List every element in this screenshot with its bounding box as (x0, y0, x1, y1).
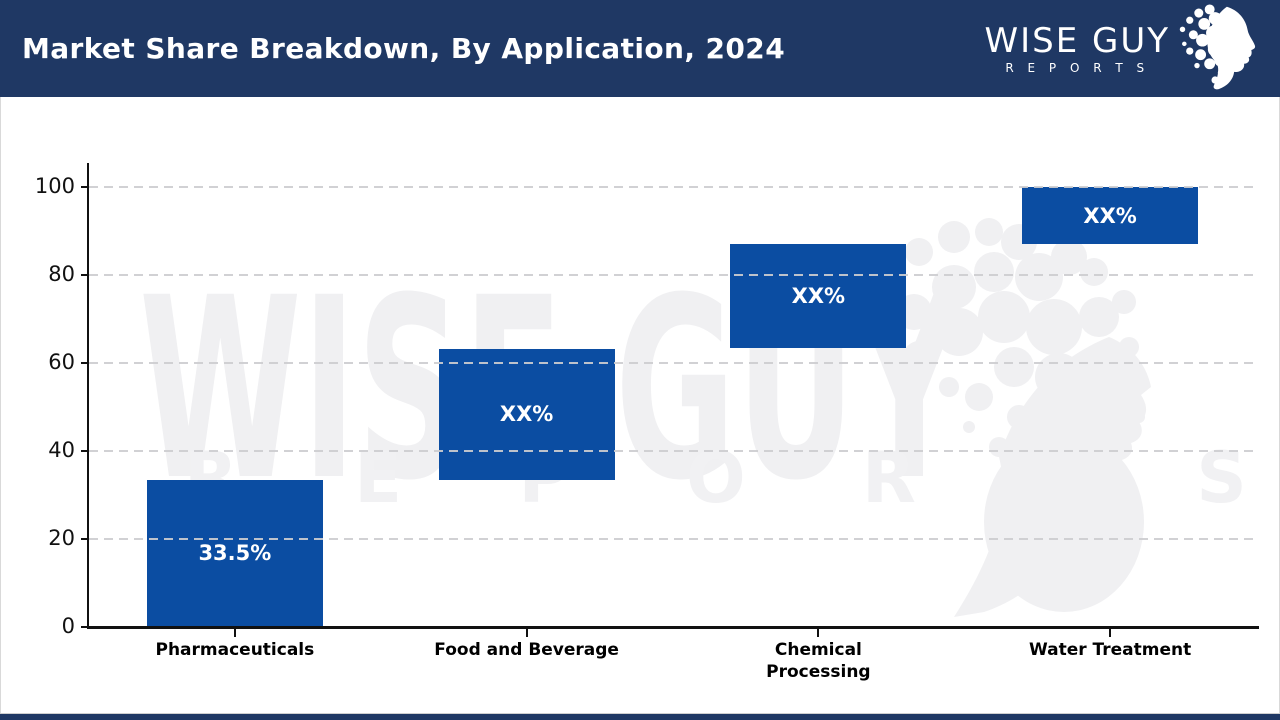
y-tick-label-0: 0 (61, 614, 75, 638)
watermark-head-icon (859, 217, 1179, 621)
x-tick-label-1: Food and Beverage (434, 640, 619, 660)
x-tick-2 (817, 629, 820, 637)
footer-hairline (0, 713, 1280, 714)
x-tick-label-2: Chemical Processing (766, 640, 871, 683)
bar-value-label: XX% (791, 284, 846, 309)
y-tick-20 (81, 538, 89, 540)
brand-logo-text: WISE GUY R E P O R T S (984, 24, 1170, 74)
x-tick-0 (233, 629, 236, 637)
x-tick-label-3: Water Treatment (1028, 640, 1192, 660)
gridline-y-80 (89, 274, 1256, 276)
y-tick-label-40: 40 (48, 438, 75, 462)
y-tick-label-80: 80 (48, 262, 75, 286)
gridline-y-20 (89, 538, 1256, 540)
bar-chemical-processing (730, 244, 907, 349)
y-axis-line (87, 163, 89, 629)
gridline-y-100 (89, 186, 1256, 188)
y-tick-label-20: 20 (48, 526, 75, 550)
gridline-y-60 (89, 362, 1256, 364)
bar-value-label: XX% (499, 402, 554, 427)
y-tick-100 (81, 186, 89, 188)
bar-value-label: 33.5% (198, 541, 272, 566)
y-tick-80 (81, 274, 89, 276)
y-tick-label-100: 100 (34, 174, 75, 198)
brand-subtitle: R E P O R T S (1005, 60, 1150, 75)
x-tick-label-0: Pharmaceuticals (155, 640, 315, 660)
bar-value-label: XX% (1083, 203, 1137, 228)
x-axis-line (87, 626, 1259, 629)
y-tick-label-60: 60 (48, 350, 75, 374)
bar-food-and-beverage (438, 348, 615, 480)
brand-logo: WISE GUY R E P O R T S (984, 3, 1258, 94)
gridline-y-40 (89, 450, 1256, 452)
page-title: Market Share Breakdown, By Application, … (22, 32, 786, 65)
x-tick-3 (1109, 629, 1112, 637)
x-tick-1 (525, 629, 528, 637)
y-tick-0 (81, 626, 89, 628)
bar-water-treatment (1022, 187, 1199, 245)
bar-pharmaceuticals (146, 479, 323, 627)
chart-region: WISE GUY R E P O R T S 0 20 40 60 8 (0, 97, 1280, 713)
brand-name: WISE GUY (984, 20, 1170, 61)
wiseguy-head-logo-icon (1174, 3, 1258, 94)
header-bar: Market Share Breakdown, By Application, … (0, 0, 1280, 97)
y-tick-40 (81, 450, 89, 452)
footer-bar (0, 714, 1280, 720)
y-tick-60 (81, 362, 89, 364)
